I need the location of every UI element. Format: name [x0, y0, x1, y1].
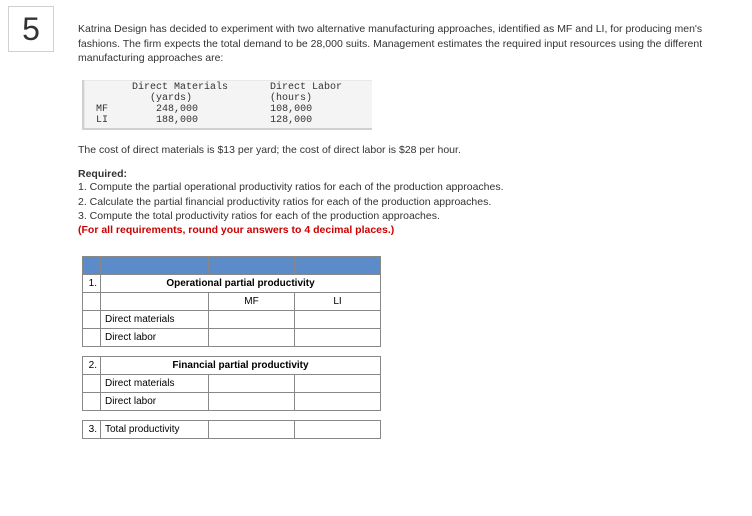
answer-area: 1. Operational partial productivity MF L…	[82, 256, 738, 439]
question-number: 5	[8, 6, 54, 52]
input-cell[interactable]	[295, 421, 381, 439]
dt-h2c2: (hours)	[270, 93, 312, 104]
input-cell[interactable]	[209, 393, 295, 411]
requirements-list: 1. Compute the partial operational produ…	[78, 180, 738, 224]
col-header-mf: MF	[209, 293, 295, 311]
input-cell[interactable]	[295, 311, 381, 329]
answer-table: 1. Operational partial productivity MF L…	[82, 256, 381, 439]
cost-text: The cost of direct materials is $13 per …	[78, 144, 738, 156]
spacer	[83, 347, 381, 357]
dt-r1-label: LI	[96, 115, 108, 126]
input-cell[interactable]	[209, 421, 295, 439]
empty-cell	[83, 393, 101, 411]
empty-cell	[83, 375, 101, 393]
required-label: Required:	[78, 168, 738, 180]
input-cell[interactable]	[295, 375, 381, 393]
blue-cell	[209, 257, 295, 275]
s1-row1-label: Direct materials	[101, 311, 209, 329]
blue-cell	[101, 257, 209, 275]
section-1-title: Operational partial productivity	[101, 275, 381, 293]
content-area: Katrina Design has decided to experiment…	[78, 22, 738, 439]
blue-cell	[295, 257, 381, 275]
dt-h1c1: Direct Materials	[132, 82, 228, 93]
req-2: 2. Calculate the partial financial produ…	[78, 195, 738, 210]
dt-r1-mat: 188,000	[156, 115, 198, 126]
s2-row2-label: Direct labor	[101, 393, 209, 411]
dt-r0-mat: 248,000	[156, 104, 198, 115]
s3-row1-label: Total productivity	[101, 421, 209, 439]
dt-r0-label: MF	[96, 104, 108, 115]
input-cell[interactable]	[295, 329, 381, 347]
empty-cell	[101, 293, 209, 311]
empty-cell	[83, 329, 101, 347]
input-cell[interactable]	[295, 393, 381, 411]
dt-h2c1: (yards)	[150, 93, 192, 104]
intro-text: Katrina Design has decided to experiment…	[78, 22, 738, 66]
dt-r0-lab: 108,000	[270, 104, 312, 115]
empty-cell	[83, 311, 101, 329]
spacer	[83, 411, 381, 421]
dt-r1-lab: 128,000	[270, 115, 312, 126]
col-header-li: LI	[295, 293, 381, 311]
req-1: 1. Compute the partial operational produ…	[78, 180, 738, 195]
empty-cell	[83, 293, 101, 311]
section-3-number: 3.	[83, 421, 101, 439]
blue-cell	[83, 257, 101, 275]
s2-row1-label: Direct materials	[101, 375, 209, 393]
req-3: 3. Compute the total productivity ratios…	[78, 209, 738, 224]
rounding-note: (For all requirements, round your answer…	[78, 224, 738, 236]
s1-row2-label: Direct labor	[101, 329, 209, 347]
input-data-table: Direct Materials Direct Labor (yards) (h…	[82, 80, 372, 130]
section-1-number: 1.	[83, 275, 101, 293]
section-2-title: Financial partial productivity	[101, 357, 381, 375]
section-2-number: 2.	[83, 357, 101, 375]
input-cell[interactable]	[209, 311, 295, 329]
dt-h1c2: Direct Labor	[270, 82, 342, 93]
input-cell[interactable]	[209, 375, 295, 393]
input-cell[interactable]	[209, 329, 295, 347]
